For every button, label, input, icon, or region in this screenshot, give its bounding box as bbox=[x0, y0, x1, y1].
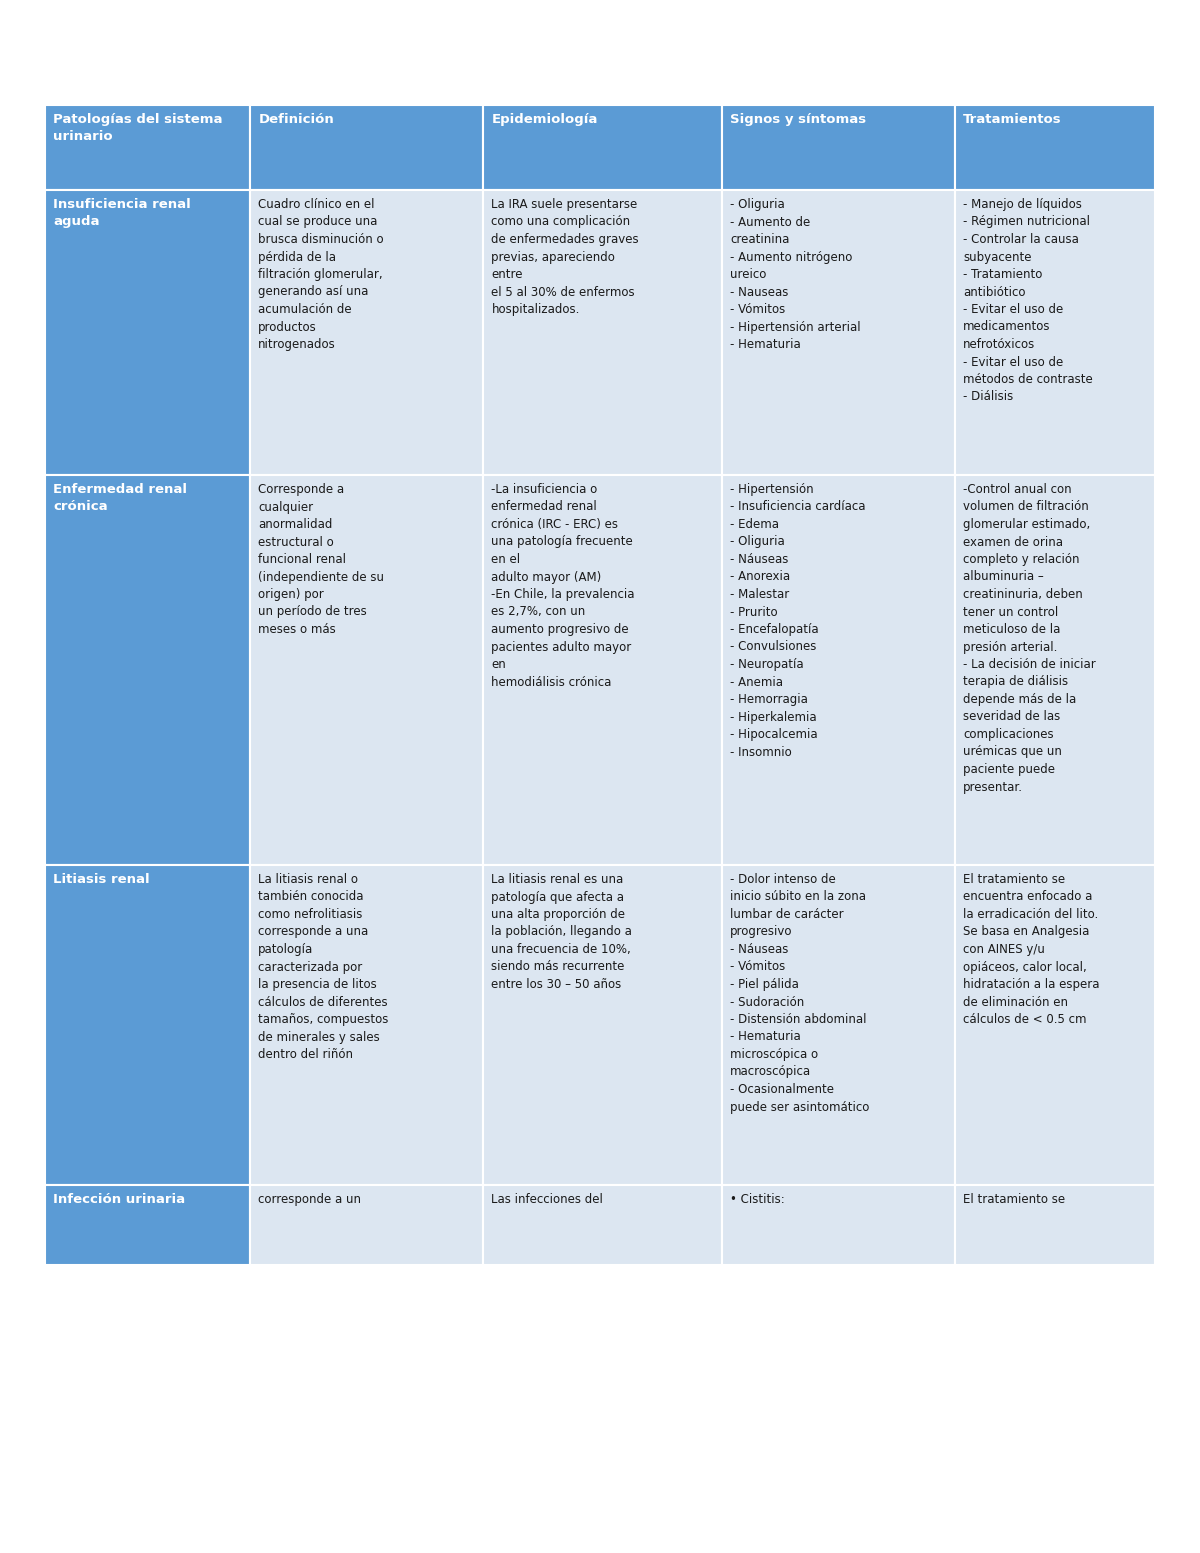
Bar bbox=[722, 106, 955, 189]
Bar bbox=[251, 106, 484, 189]
Text: • Cistitis:: • Cistitis: bbox=[730, 1193, 785, 1207]
Bar bbox=[46, 475, 251, 865]
Bar bbox=[251, 189, 484, 475]
Text: Enfermedad renal
crónica: Enfermedad renal crónica bbox=[53, 483, 187, 514]
Bar bbox=[955, 106, 1154, 189]
Text: Signos y síntomas: Signos y síntomas bbox=[730, 113, 866, 126]
Bar bbox=[955, 189, 1154, 475]
Bar bbox=[46, 865, 251, 1185]
Bar bbox=[955, 1185, 1154, 1266]
Bar bbox=[46, 189, 251, 475]
Bar bbox=[484, 106, 722, 189]
Text: Corresponde a
cualquier
anormalidad
estructural o
funcional renal
(independiente: Corresponde a cualquier anormalidad estr… bbox=[258, 483, 384, 637]
Text: -La insuficiencia o
enfermedad renal
crónica (IRC - ERC) es
una patología frecue: -La insuficiencia o enfermedad renal cró… bbox=[492, 483, 635, 688]
Bar bbox=[722, 865, 955, 1185]
Text: Infección urinaria: Infección urinaria bbox=[53, 1193, 185, 1207]
Text: - Oliguria
- Aumento de
creatinina
- Aumento nitrógeno
ureico
- Nauseas
- Vómito: - Oliguria - Aumento de creatinina - Aum… bbox=[730, 197, 860, 351]
Text: La litiasis renal o
también conocida
como nefrolitiasis
corresponde a una
patolo: La litiasis renal o también conocida com… bbox=[258, 873, 389, 1061]
Text: - Hipertensión
- Insuficiencia cardíaca
- Edema
- Oliguria
- Náuseas
- Anorexia
: - Hipertensión - Insuficiencia cardíaca … bbox=[730, 483, 865, 758]
Text: Tratamientos: Tratamientos bbox=[964, 113, 1062, 126]
Bar bbox=[722, 1185, 955, 1266]
Bar bbox=[46, 1185, 251, 1266]
Bar bbox=[955, 865, 1154, 1185]
Bar bbox=[251, 865, 484, 1185]
Text: -Control anual con
volumen de filtración
glomerular estimado,
examen de orina
co: -Control anual con volumen de filtración… bbox=[964, 483, 1096, 794]
Bar bbox=[251, 475, 484, 865]
Text: La litiasis renal es una
patología que afecta a
una alta proporción de
la poblac: La litiasis renal es una patología que a… bbox=[492, 873, 632, 991]
Text: Epidemiología: Epidemiología bbox=[492, 113, 598, 126]
Text: La IRA suele presentarse
como una complicación
de enfermedades graves
previas, a: La IRA suele presentarse como una compli… bbox=[492, 197, 640, 315]
Bar bbox=[955, 475, 1154, 865]
Text: - Manejo de líquidos
- Régimen nutricional
- Controlar la causa
subyacente
- Tra: - Manejo de líquidos - Régimen nutricion… bbox=[964, 197, 1093, 404]
Bar bbox=[722, 189, 955, 475]
Text: corresponde a un: corresponde a un bbox=[258, 1193, 361, 1207]
Text: Patologías del sistema
urinario: Patologías del sistema urinario bbox=[53, 113, 222, 143]
Bar bbox=[484, 189, 722, 475]
Text: Cuadro clínico en el
cual se produce una
brusca disminución o
pérdida de la
filt: Cuadro clínico en el cual se produce una… bbox=[258, 197, 384, 351]
Bar bbox=[484, 1185, 722, 1266]
Text: El tratamiento se: El tratamiento se bbox=[964, 1193, 1066, 1207]
Bar bbox=[251, 1185, 484, 1266]
Text: - Dolor intenso de
inicio súbito en la zona
lumbar de carácter
progresivo
- Náus: - Dolor intenso de inicio súbito en la z… bbox=[730, 873, 870, 1114]
Text: Definición: Definición bbox=[258, 113, 334, 126]
Text: El tratamiento se
encuentra enfocado a
la erradicación del lito.
Se basa en Anal: El tratamiento se encuentra enfocado a l… bbox=[964, 873, 1099, 1027]
Bar bbox=[484, 475, 722, 865]
Bar bbox=[484, 865, 722, 1185]
Text: Insuficiencia renal
aguda: Insuficiencia renal aguda bbox=[53, 197, 191, 228]
Bar bbox=[722, 475, 955, 865]
Text: Litiasis renal: Litiasis renal bbox=[53, 873, 150, 887]
Bar bbox=[46, 106, 251, 189]
Text: Las infecciones del: Las infecciones del bbox=[492, 1193, 604, 1207]
